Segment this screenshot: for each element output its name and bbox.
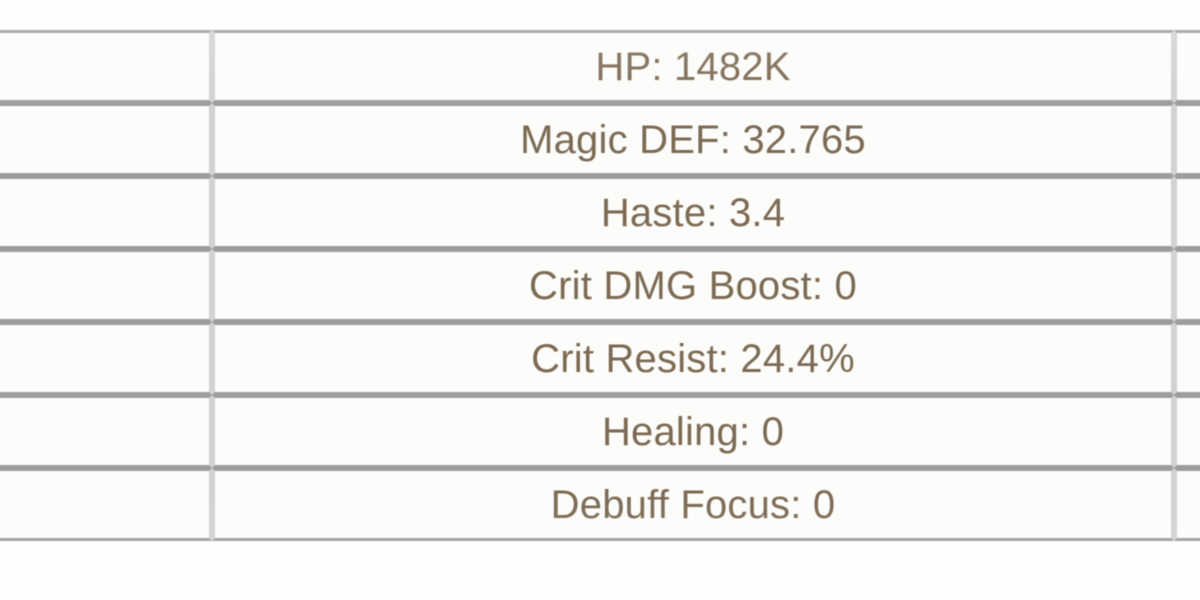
stat-healing: Healing: 0: [601, 409, 785, 454]
row-value-cell-healing: Healing: 0: [212, 395, 1174, 468]
row-value-cell-debuff-focus: Debuff Focus: 0: [212, 468, 1174, 541]
stat-magic-def: Magic DEF: 32.765: [520, 117, 866, 162]
table-row: Magic DEF: 32.765: [0, 103, 1200, 176]
row-extra-cell: [1174, 249, 1200, 322]
table-row: HP: 1482K: [0, 30, 1200, 103]
row-extra-cell: [1174, 176, 1200, 249]
stats-table: HP: 1482K Magic DEF: 32.765: [0, 30, 1200, 541]
table-row: Crit DMG Boost: 0: [0, 249, 1200, 322]
row-label-cell: [0, 103, 212, 176]
row-extra-cell: [1174, 322, 1200, 395]
row-extra-cell: [1174, 468, 1200, 541]
stat-crit-dmg-boost: Crit DMG Boost: 0: [529, 263, 857, 308]
row-value-cell-hp: HP: 1482K: [212, 30, 1174, 103]
stats-table-wrapper: HP: 1482K Magic DEF: 32.765: [0, 30, 1200, 541]
row-extra-cell: [1174, 30, 1200, 103]
stats-table-body: HP: 1482K Magic DEF: 32.765: [0, 30, 1200, 541]
row-label-cell: [0, 322, 212, 395]
row-label-cell: [0, 395, 212, 468]
stat-crit-resist: Crit Resist: 24.4%: [531, 336, 855, 381]
table-row: Debuff Focus: 0: [0, 468, 1200, 541]
table-row: Healing: 0: [0, 395, 1200, 468]
row-extra-cell: [1174, 103, 1200, 176]
row-label-cell: [0, 468, 212, 541]
table-row: Crit Resist: 24.4%: [0, 322, 1200, 395]
row-value-cell-crit-dmg-boost: Crit DMG Boost: 0: [212, 249, 1174, 322]
table-row: Haste: 3.4: [0, 176, 1200, 249]
row-label-cell: [0, 249, 212, 322]
row-label-cell: [0, 176, 212, 249]
row-value-cell-magic-def: Magic DEF: 32.765: [212, 103, 1174, 176]
stat-haste: Haste: 3.4: [600, 190, 786, 235]
stat-hp: HP: 1482K: [595, 44, 791, 89]
stat-debuff-focus: Debuff Focus: 0: [550, 482, 836, 527]
row-label-cell: [0, 30, 212, 103]
row-value-cell-crit-resist: Crit Resist: 24.4%: [212, 322, 1174, 395]
row-extra-cell: [1174, 395, 1200, 468]
row-value-cell-haste: Haste: 3.4: [212, 176, 1174, 249]
